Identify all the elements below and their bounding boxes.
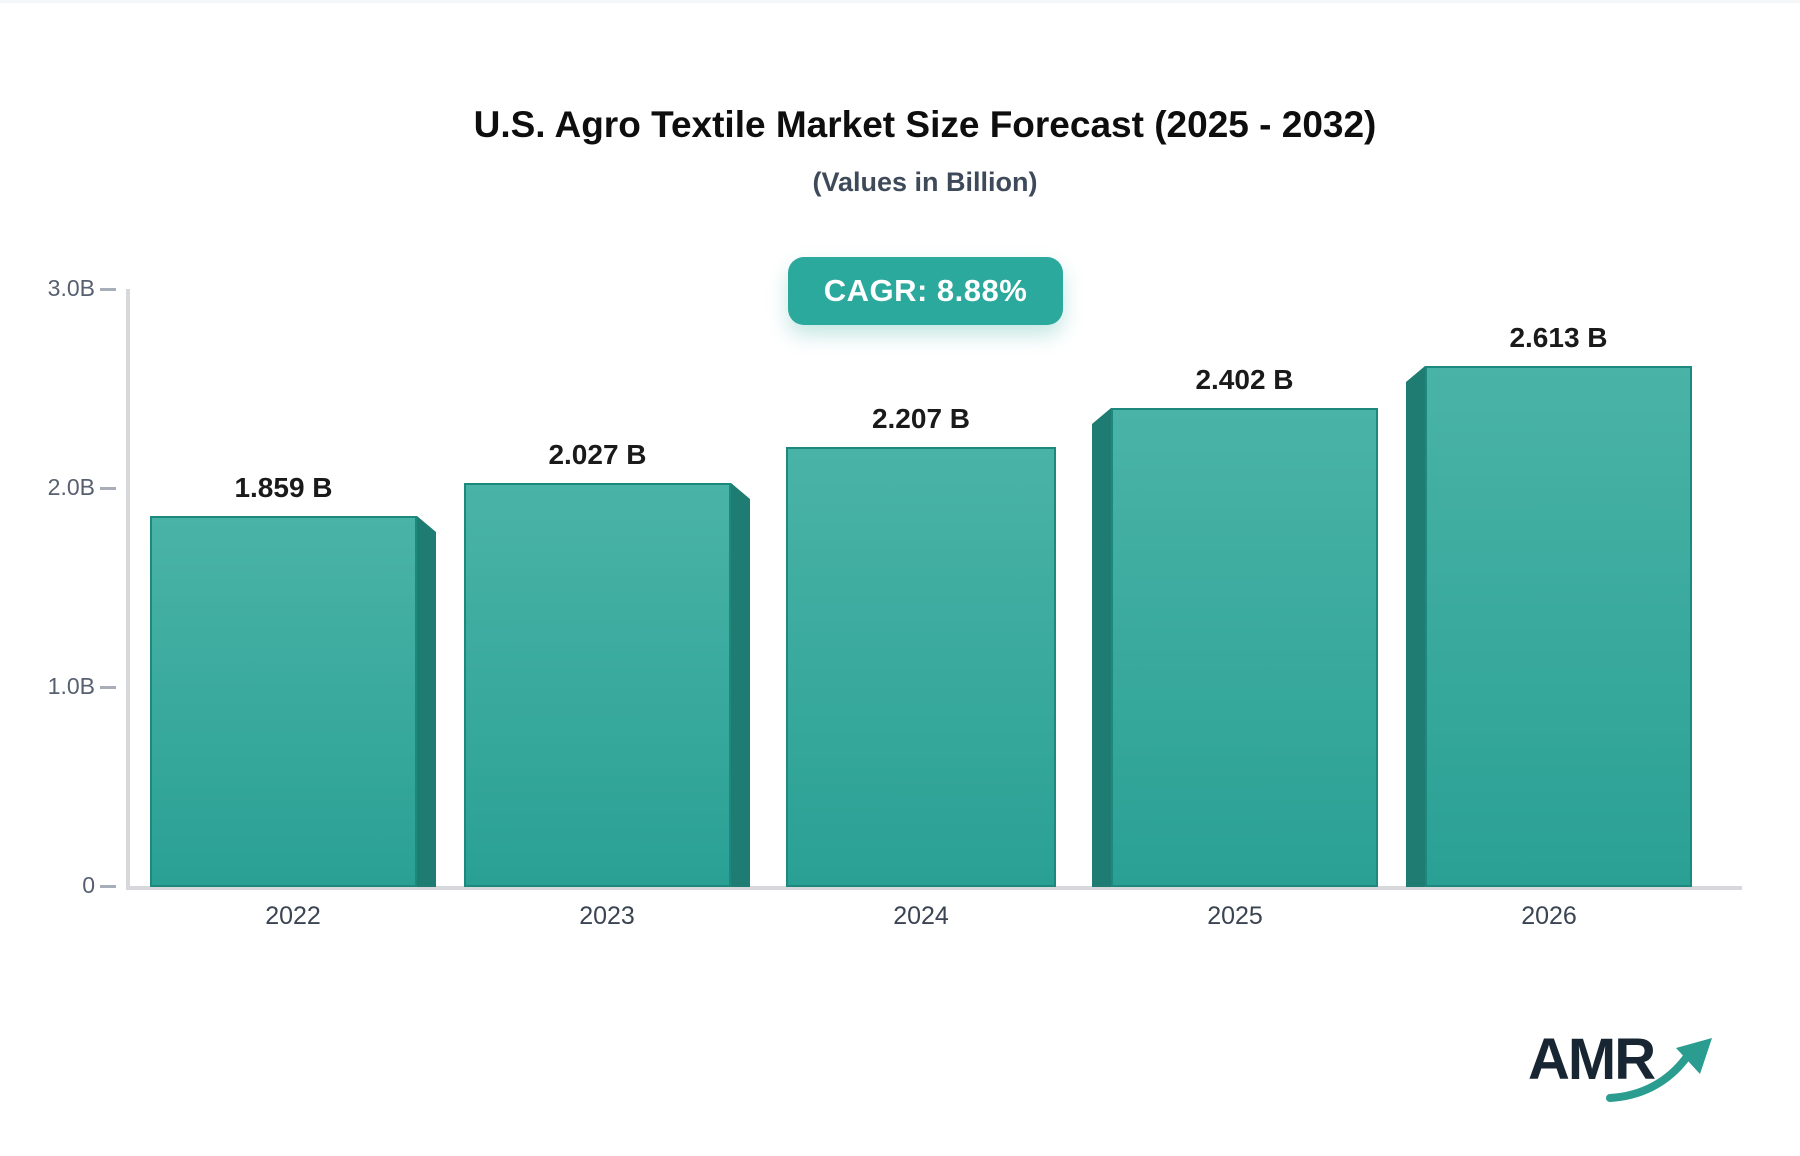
amr-logo-text: AMR <box>1528 1027 1656 1092</box>
bar-value-label: 2.613 B <box>1509 322 1608 353</box>
chart-title: U.S. Agro Textile Market Size Forecast (… <box>473 104 1377 145</box>
bar-value-label: 2.402 B <box>1195 364 1294 395</box>
bar-value-label: 2.207 B <box>871 403 971 434</box>
x-axis-label: 2025 <box>1207 902 1263 930</box>
bar-side-face-2025 <box>1092 408 1111 887</box>
bar-side-face-2023 <box>731 483 750 887</box>
bar-2022 <box>150 516 417 887</box>
y-tick-dash <box>100 288 116 291</box>
y-tick-label: 3.0B <box>47 275 95 301</box>
bar-value-label: 2.027 B <box>548 439 647 470</box>
amr-logo: AMR <box>1528 1030 1718 1110</box>
top-edge-strip <box>0 0 1800 3</box>
x-axis-label: 2022 <box>265 902 321 930</box>
bar-value-label: 1.859 B <box>234 472 333 503</box>
bar-2026 <box>1425 366 1692 887</box>
y-tick-dash <box>100 487 116 490</box>
y-axis-line <box>126 289 130 890</box>
x-axis-line <box>126 886 1742 890</box>
y-tick-label: 1.0B <box>47 673 95 699</box>
chart-subtitle: (Values in Billion) <box>812 167 1038 197</box>
bar-side-face-2026 <box>1406 366 1425 887</box>
x-axis-label: 2026 <box>1521 902 1577 930</box>
x-axis-label: 2024 <box>893 902 949 930</box>
y-tick-label: 2.0B <box>47 474 95 500</box>
x-axis-label: 2023 <box>579 902 635 930</box>
y-tick-dash <box>100 885 116 888</box>
growth-arrow-icon <box>1606 1038 1712 1102</box>
cagr-badge: CAGR: 8.88% <box>788 257 1063 325</box>
bar-side-face-2022 <box>417 516 436 887</box>
bar-2023 <box>464 483 731 887</box>
y-tick-dash <box>100 686 116 689</box>
bar-2025 <box>1111 408 1378 887</box>
y-tick-label: 0 <box>82 872 95 898</box>
bar-2024 <box>786 447 1056 887</box>
